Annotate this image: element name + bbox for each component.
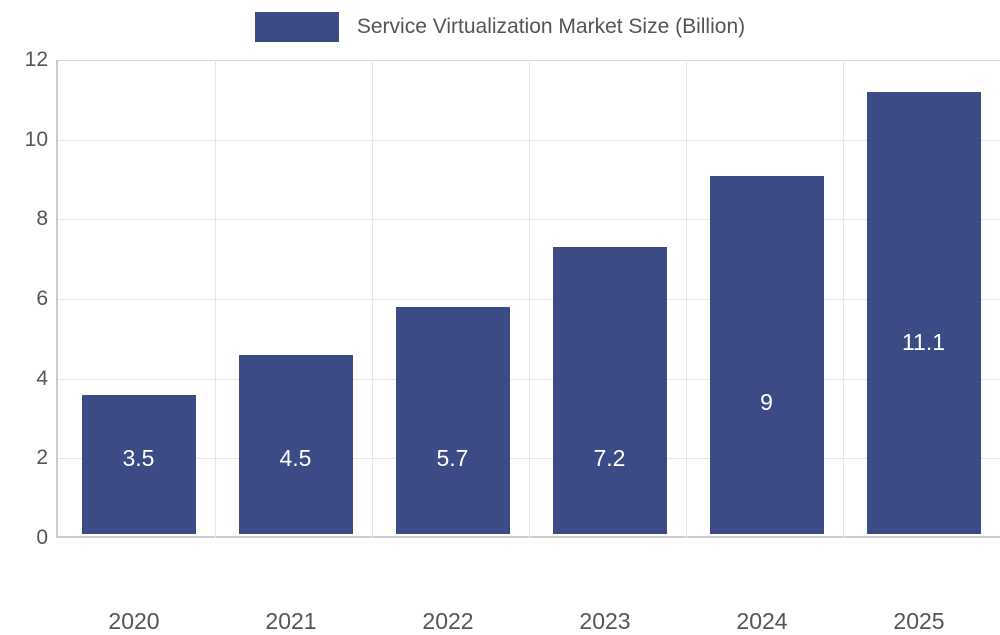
bar-slot-2023: 7.2 — [531, 58, 688, 534]
gridline-x-3 — [529, 60, 530, 538]
bar-2023[interactable]: 7.2 — [552, 247, 667, 534]
ytick-label-6: 6 — [36, 287, 48, 310]
xtick-label-2021: 2021 — [265, 608, 317, 634]
bar-series: 3.5 4.5 5.7 7.2 — [60, 58, 1000, 534]
xtick-label-2022: 2022 — [422, 608, 474, 634]
bar-2020[interactable]: 3.5 — [81, 394, 196, 534]
gridline-x-1 — [215, 60, 216, 538]
bar-2022[interactable]: 5.7 — [395, 307, 510, 534]
xtick-label-2025: 2025 — [893, 608, 945, 634]
bar-slot-2025: 11.1 — [845, 58, 1000, 534]
plot-wrapper: 3.5 4.5 5.7 7.2 — [56, 60, 1000, 634]
bar-value-2021: 4.5 — [279, 445, 312, 471]
bar-slot-2020: 3.5 — [60, 58, 217, 534]
legend-label-series-1: Service Virtualization Market Size (Bill… — [356, 15, 746, 38]
ytick-label-4: 4 — [36, 366, 48, 390]
bar-2024[interactable]: 9 — [709, 175, 824, 534]
bar-value-2023: 7.2 — [593, 445, 626, 471]
ytick-label-10: 10 — [24, 127, 48, 151]
ytick-label-8: 8 — [36, 207, 48, 231]
bar-slot-2021: 4.5 — [217, 58, 374, 534]
xtick-label-2023: 2023 — [579, 608, 631, 634]
ytick-label-12: 12 — [24, 48, 48, 71]
bar-value-2020: 3.5 — [122, 445, 155, 471]
bar-chart: Service Virtualization Market Size (Bill… — [0, 8, 1000, 634]
plot-area: 3.5 4.5 5.7 7.2 — [56, 60, 1000, 538]
legend-swatch-series-1[interactable] — [254, 12, 339, 42]
bar-value-2025: 11.1 — [901, 329, 946, 355]
bar-value-2024: 9 — [760, 389, 773, 415]
bar-slot-2024: 9 — [688, 58, 845, 534]
bar-slot-2022: 5.7 — [374, 58, 531, 534]
bar-2021[interactable]: 4.5 — [238, 354, 353, 534]
xtick-label-2020: 2020 — [108, 608, 160, 634]
gridline-x-5 — [843, 60, 844, 538]
chart-legend: Service Virtualization Market Size (Bill… — [0, 8, 1000, 46]
gridline-x-2 — [372, 60, 373, 538]
xtick-label-2024: 2024 — [736, 608, 788, 634]
gridline-x-4 — [686, 60, 687, 538]
ytick-label-2: 2 — [36, 446, 48, 470]
bar-value-2022: 5.7 — [436, 445, 469, 471]
ytick-label-0: 0 — [36, 526, 48, 549]
bar-2025[interactable]: 11.1 — [866, 91, 981, 534]
